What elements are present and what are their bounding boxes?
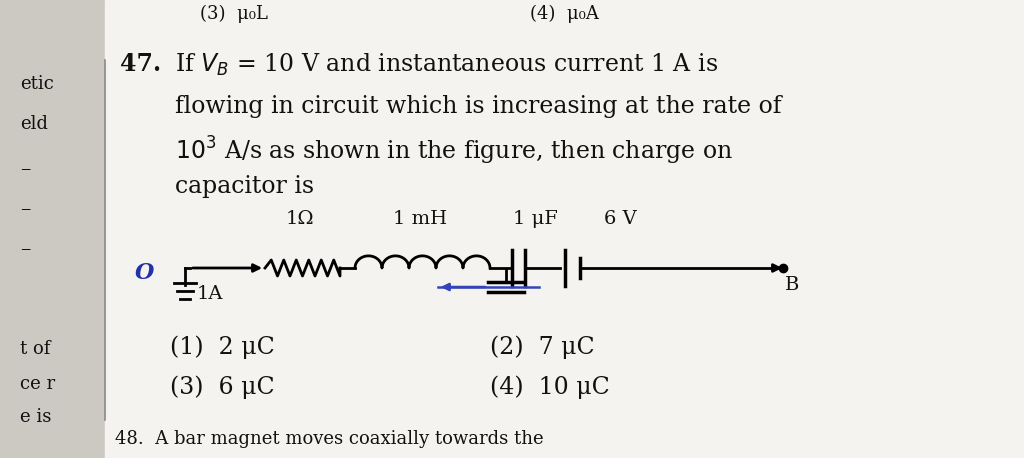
- Text: –: –: [20, 240, 31, 259]
- Text: (4)  10 μC: (4) 10 μC: [490, 375, 609, 398]
- Text: 6 V: 6 V: [603, 210, 636, 228]
- Text: 47.: 47.: [120, 52, 161, 76]
- Text: capacitor is: capacitor is: [175, 175, 314, 198]
- Text: B: B: [785, 276, 800, 294]
- Text: 1 mH: 1 mH: [393, 210, 447, 228]
- Text: 48.  A bar magnet moves coaxially towards the: 48. A bar magnet moves coaxially towards…: [115, 430, 544, 448]
- Text: 1A: 1A: [197, 285, 223, 303]
- Text: 1Ω: 1Ω: [286, 210, 314, 228]
- Text: (2)  7 μC: (2) 7 μC: [490, 335, 595, 359]
- Text: t of: t of: [20, 340, 50, 358]
- Text: $10^3$ A/s as shown in the figure, then charge on: $10^3$ A/s as shown in the figure, then …: [175, 135, 733, 167]
- Text: (4)  μ₀A: (4) μ₀A: [530, 5, 599, 23]
- Text: –: –: [20, 160, 31, 179]
- Bar: [105, 0, 1024, 458]
- Text: –: –: [20, 200, 31, 219]
- Text: (3)  μ₀L: (3) μ₀L: [200, 5, 268, 23]
- Text: 1 μF: 1 μF: [513, 210, 557, 228]
- Text: flowing in circuit which is increasing at the rate of: flowing in circuit which is increasing a…: [175, 95, 781, 118]
- Text: e is: e is: [20, 408, 51, 426]
- Text: eld: eld: [20, 115, 48, 133]
- Text: O: O: [135, 262, 155, 284]
- Text: etic: etic: [20, 75, 54, 93]
- Text: (3)  6 μC: (3) 6 μC: [170, 375, 274, 398]
- Text: (1)  2 μC: (1) 2 μC: [170, 335, 274, 359]
- Bar: [0, 0, 105, 458]
- Text: ce r: ce r: [20, 375, 55, 393]
- Text: If $V_B$ = 10 V and instantaneous current 1 A is: If $V_B$ = 10 V and instantaneous curren…: [175, 52, 718, 78]
